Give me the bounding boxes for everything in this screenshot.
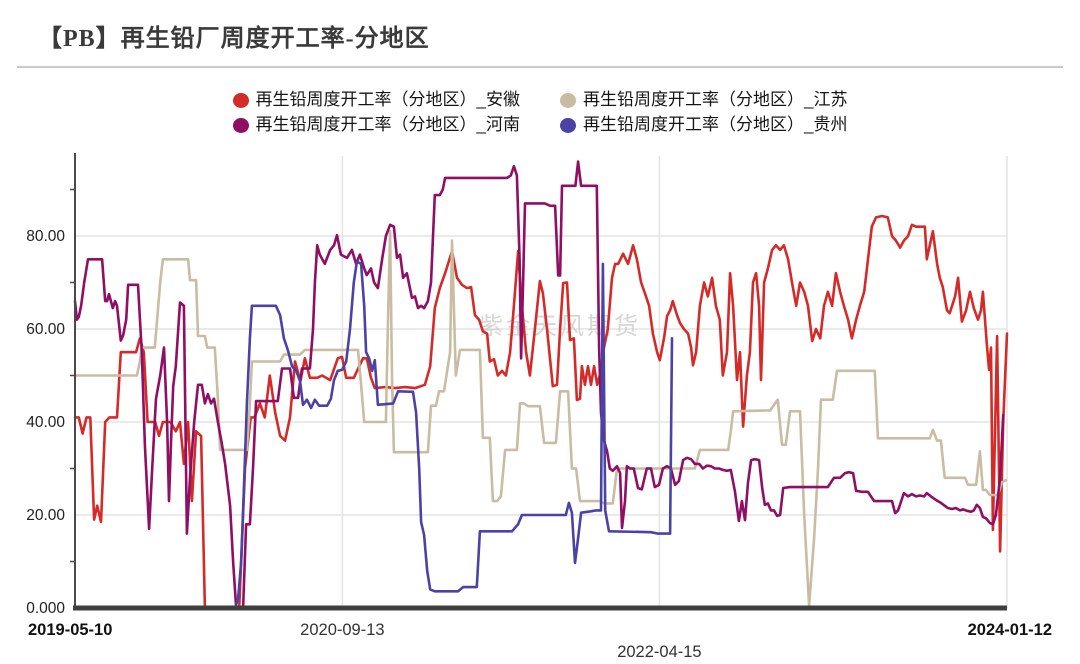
- series-line-河南: [73, 160, 1005, 610]
- legend-label: 再生铅周度开工率（分地区）_安徽: [255, 90, 520, 109]
- legend-row-1: 再生铅周度开工率（分地区）_安徽 再生铅周度开工率（分地区）_江苏: [232, 90, 847, 110]
- legend-label: 再生铅周度开工率（分地区）_贵州: [583, 115, 848, 135]
- chart-legend: 再生铅周度开工率（分地区）_安徽 再生铅周度开工率（分地区）_江苏 再生铅周度开…: [0, 90, 1080, 136]
- x-tick-label: 2019-05-10: [28, 621, 112, 639]
- legend-row-2: 再生铅周度开工率（分地区）_河南 再生铅周度开工率（分地区）_贵州: [232, 115, 847, 135]
- legend-item-jiangsu[interactable]: 再生铅周度开工率（分地区）_江苏: [560, 90, 847, 110]
- legend-item-henan[interactable]: 再生铅周度开工率（分地区）_河南: [232, 115, 520, 135]
- legend-item-anhui[interactable]: 再生铅周度开工率（分地区）_安徽: [232, 90, 520, 110]
- y-tick-label: 20.00: [26, 507, 65, 524]
- page-title: 【PB】再生铅厂周度开工率-分地区: [38, 26, 430, 52]
- series-dot-icon: [560, 92, 576, 108]
- x-tick-label: 2020-09-13: [300, 621, 384, 639]
- line-chart-plot: 紫金天风期货 0.00020.0040.0060.0080.002019-05-…: [26, 153, 1052, 661]
- series-line-贵州: [233, 260, 674, 610]
- series-lines: [73, 160, 1009, 610]
- y-tick-label: 40.00: [26, 414, 65, 431]
- series-line-江苏: [73, 230, 1008, 608]
- series-dot-icon: [232, 118, 249, 134]
- legend-item-guizhou[interactable]: 再生铅周度开工率（分地区）_贵州: [560, 115, 847, 135]
- y-tick-label: 60.00: [26, 321, 65, 338]
- axes: [70, 153, 1007, 611]
- series-dot-icon: [232, 92, 249, 108]
- y-tick-label: 80.00: [26, 228, 65, 245]
- title-divider: [17, 66, 1063, 68]
- y-tick-label: 0.000: [26, 600, 65, 617]
- legend-label: 再生铅周度开工率（分地区）_江苏: [583, 90, 848, 109]
- series-line-安徽: [73, 214, 1009, 610]
- gridlines: [75, 156, 1008, 608]
- axis-labels: 0.000 20.00 40.00 60.00 80.00 2019-05-10 2020-…: [26, 228, 1052, 661]
- x-tick-label: 2024-01-12: [968, 621, 1052, 639]
- series-dot-icon: [560, 118, 576, 134]
- legend-label: 再生铅周度开工率（分地区）_河南: [255, 115, 520, 135]
- x-tick-label: 2022-04-15: [617, 643, 701, 661]
